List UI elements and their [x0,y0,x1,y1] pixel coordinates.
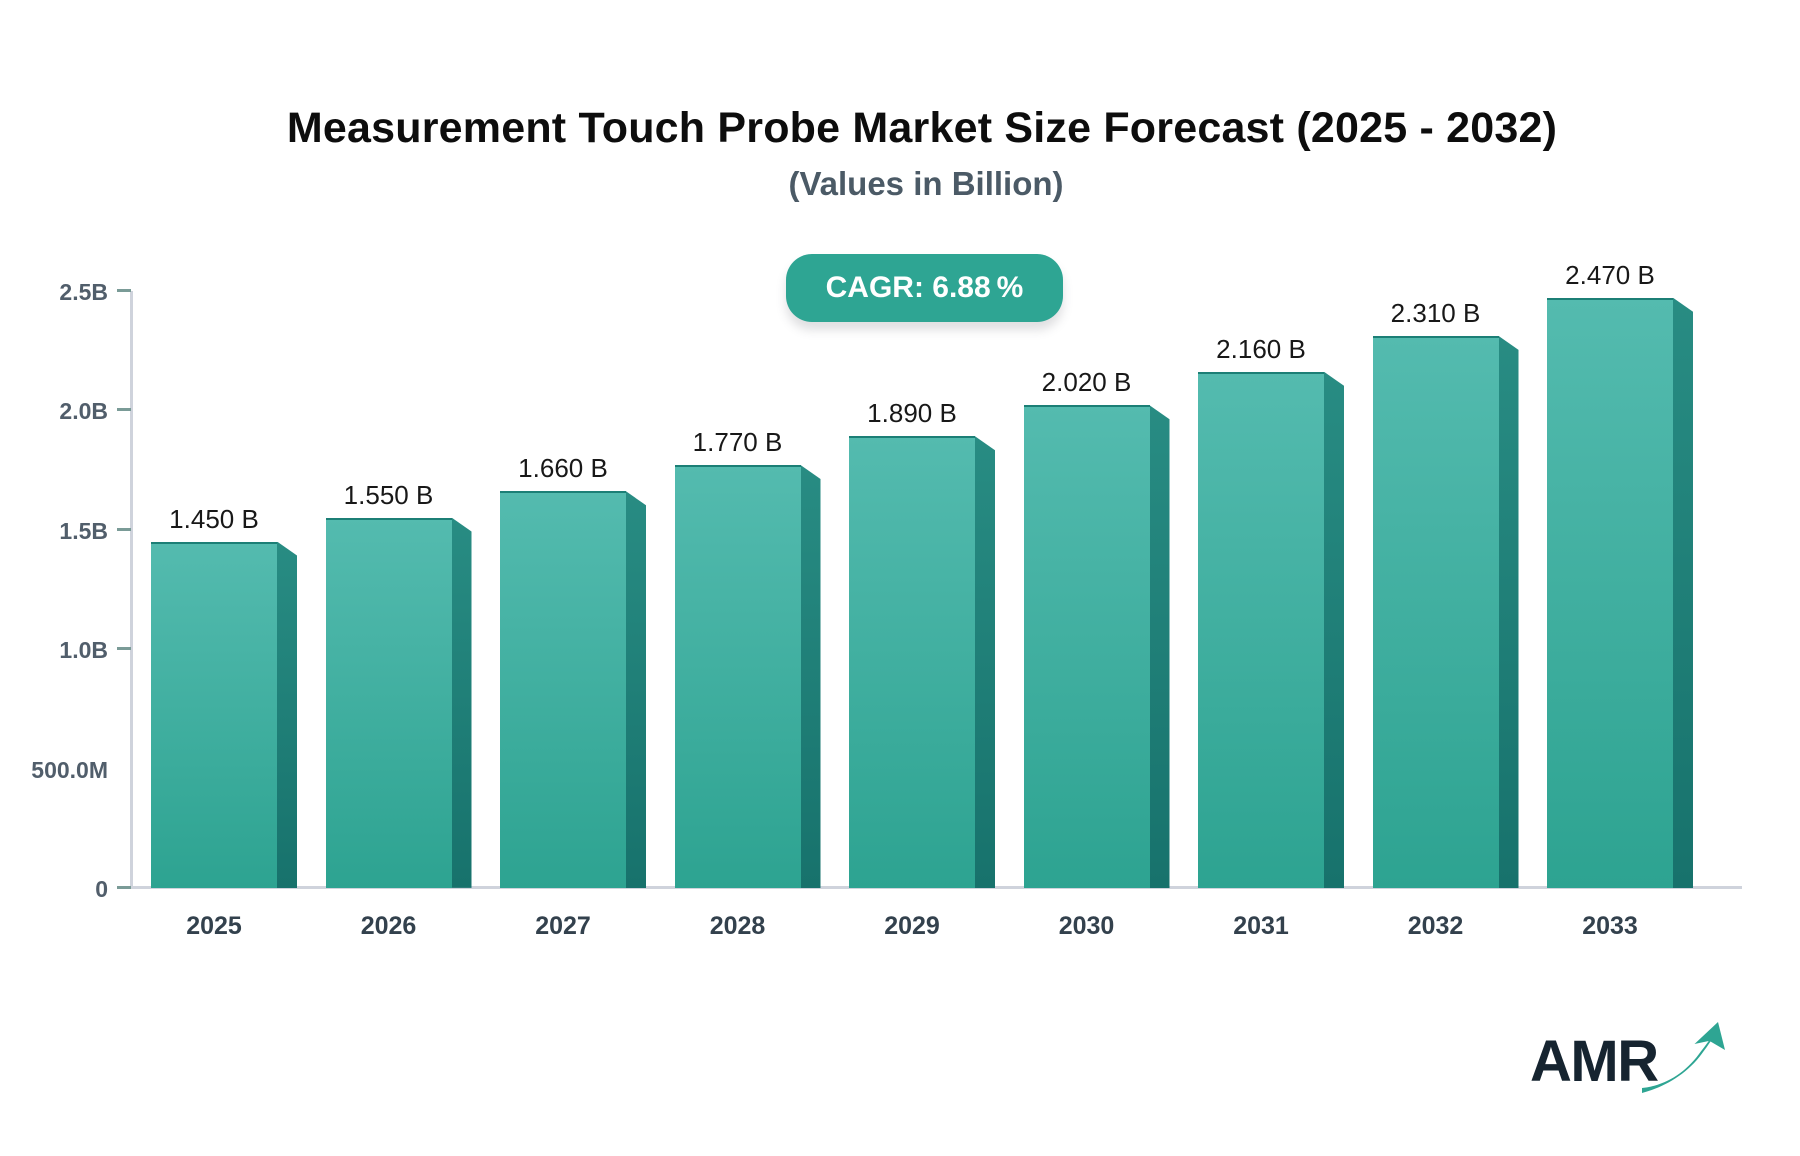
svg-text:AMR: AMR [1530,1029,1658,1094]
